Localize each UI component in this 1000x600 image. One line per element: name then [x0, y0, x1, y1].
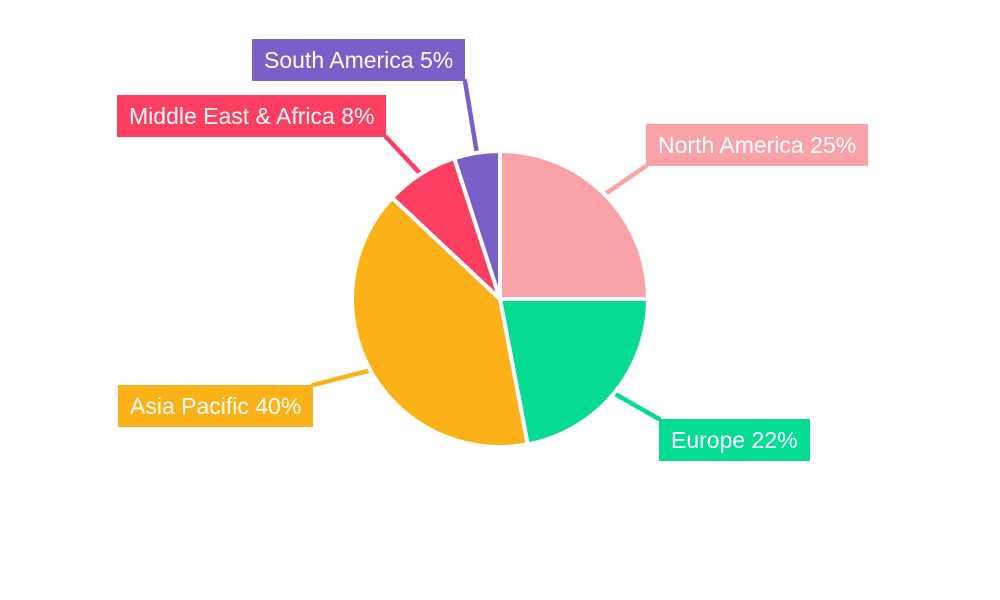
connector-europe: [611, 391, 662, 422]
connector-north-america: [602, 163, 649, 197]
connector-middle-east-africa: [383, 134, 423, 177]
callout-europe: Europe 22%: [659, 419, 810, 461]
pie-slice-europe[interactable]: [498, 297, 650, 447]
pie-slice-north-america[interactable]: [498, 149, 650, 301]
callout-middle-east-africa: Middle East & Africa 8%: [117, 95, 387, 137]
callout-asia-pacific: Asia Pacific 40%: [118, 385, 314, 427]
callout-north-america: North America 25%: [646, 124, 869, 166]
pie-slice-south-america[interactable]: [452, 149, 502, 301]
pie-slice-asia-pacific[interactable]: [350, 195, 530, 449]
callout-south-america: South America 5%: [252, 39, 466, 81]
connector-south-america: [462, 78, 480, 156]
connector-asia-pacific: [310, 368, 373, 388]
